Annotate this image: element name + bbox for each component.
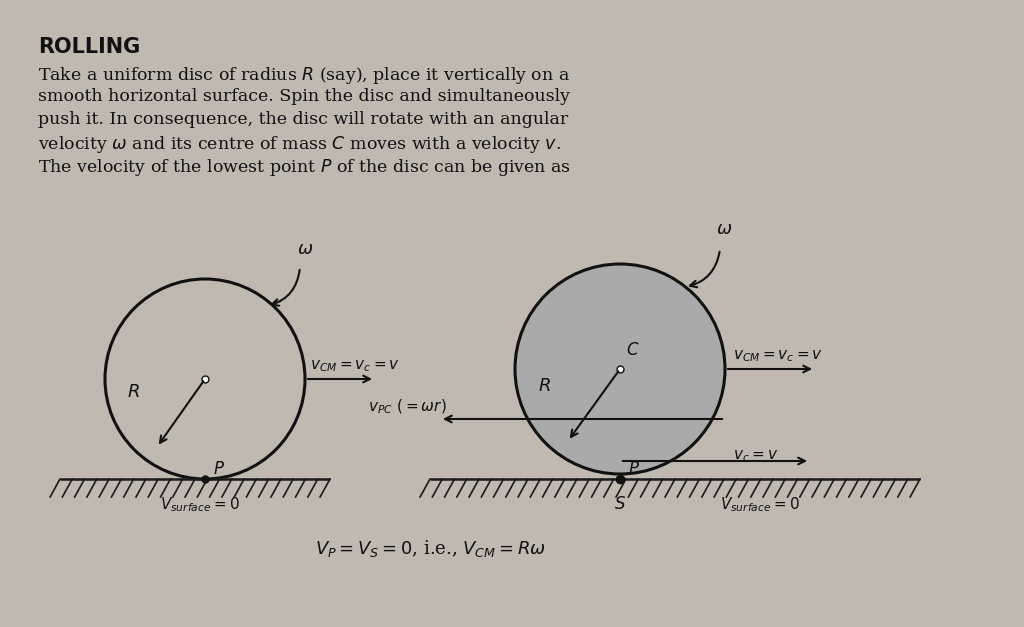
Text: $V_{surface}=0$: $V_{surface}=0$ (720, 495, 800, 514)
Text: $R$: $R$ (538, 377, 551, 395)
Text: smooth horizontal surface. Spin the disc and simultaneously: smooth horizontal surface. Spin the disc… (38, 88, 570, 105)
Text: $C$: $C$ (626, 342, 640, 359)
Text: $\omega$: $\omega$ (716, 220, 732, 238)
Circle shape (515, 264, 725, 474)
Text: velocity $\omega$ and its centre of mass $C$ moves with a velocity $v$.: velocity $\omega$ and its centre of mass… (38, 134, 561, 155)
Text: $P$: $P$ (213, 461, 225, 478)
Text: $V_P=V_S= 0$, i.e., $V_{CM}= R\omega$: $V_P=V_S= 0$, i.e., $V_{CM}= R\omega$ (314, 538, 546, 559)
Text: $v_c= v$: $v_c= v$ (733, 448, 778, 464)
Text: Take a uniform disc of radius $R$ (say), place it vertically on a: Take a uniform disc of radius $R$ (say),… (38, 65, 570, 86)
Text: ROLLING: ROLLING (38, 37, 140, 57)
Text: $R$: $R$ (127, 383, 140, 401)
Text: $v_{CM}=v_c= v$: $v_{CM}=v_c= v$ (733, 348, 823, 364)
Text: push it. In consequence, the disc will rotate with an angular: push it. In consequence, the disc will r… (38, 111, 568, 128)
Text: $v_{PC}\ (=\omega r)$: $v_{PC}\ (=\omega r)$ (368, 398, 446, 416)
Text: $V_{surface}=0$: $V_{surface}=0$ (160, 495, 240, 514)
Text: $\omega$: $\omega$ (297, 240, 313, 258)
Text: The velocity of the lowest point $P$ of the disc can be given as: The velocity of the lowest point $P$ of … (38, 157, 571, 178)
Text: $P$: $P$ (628, 461, 640, 478)
Text: $v_{CM}=v_c= v$: $v_{CM}=v_c= v$ (310, 358, 400, 374)
Text: $S$: $S$ (614, 496, 626, 513)
